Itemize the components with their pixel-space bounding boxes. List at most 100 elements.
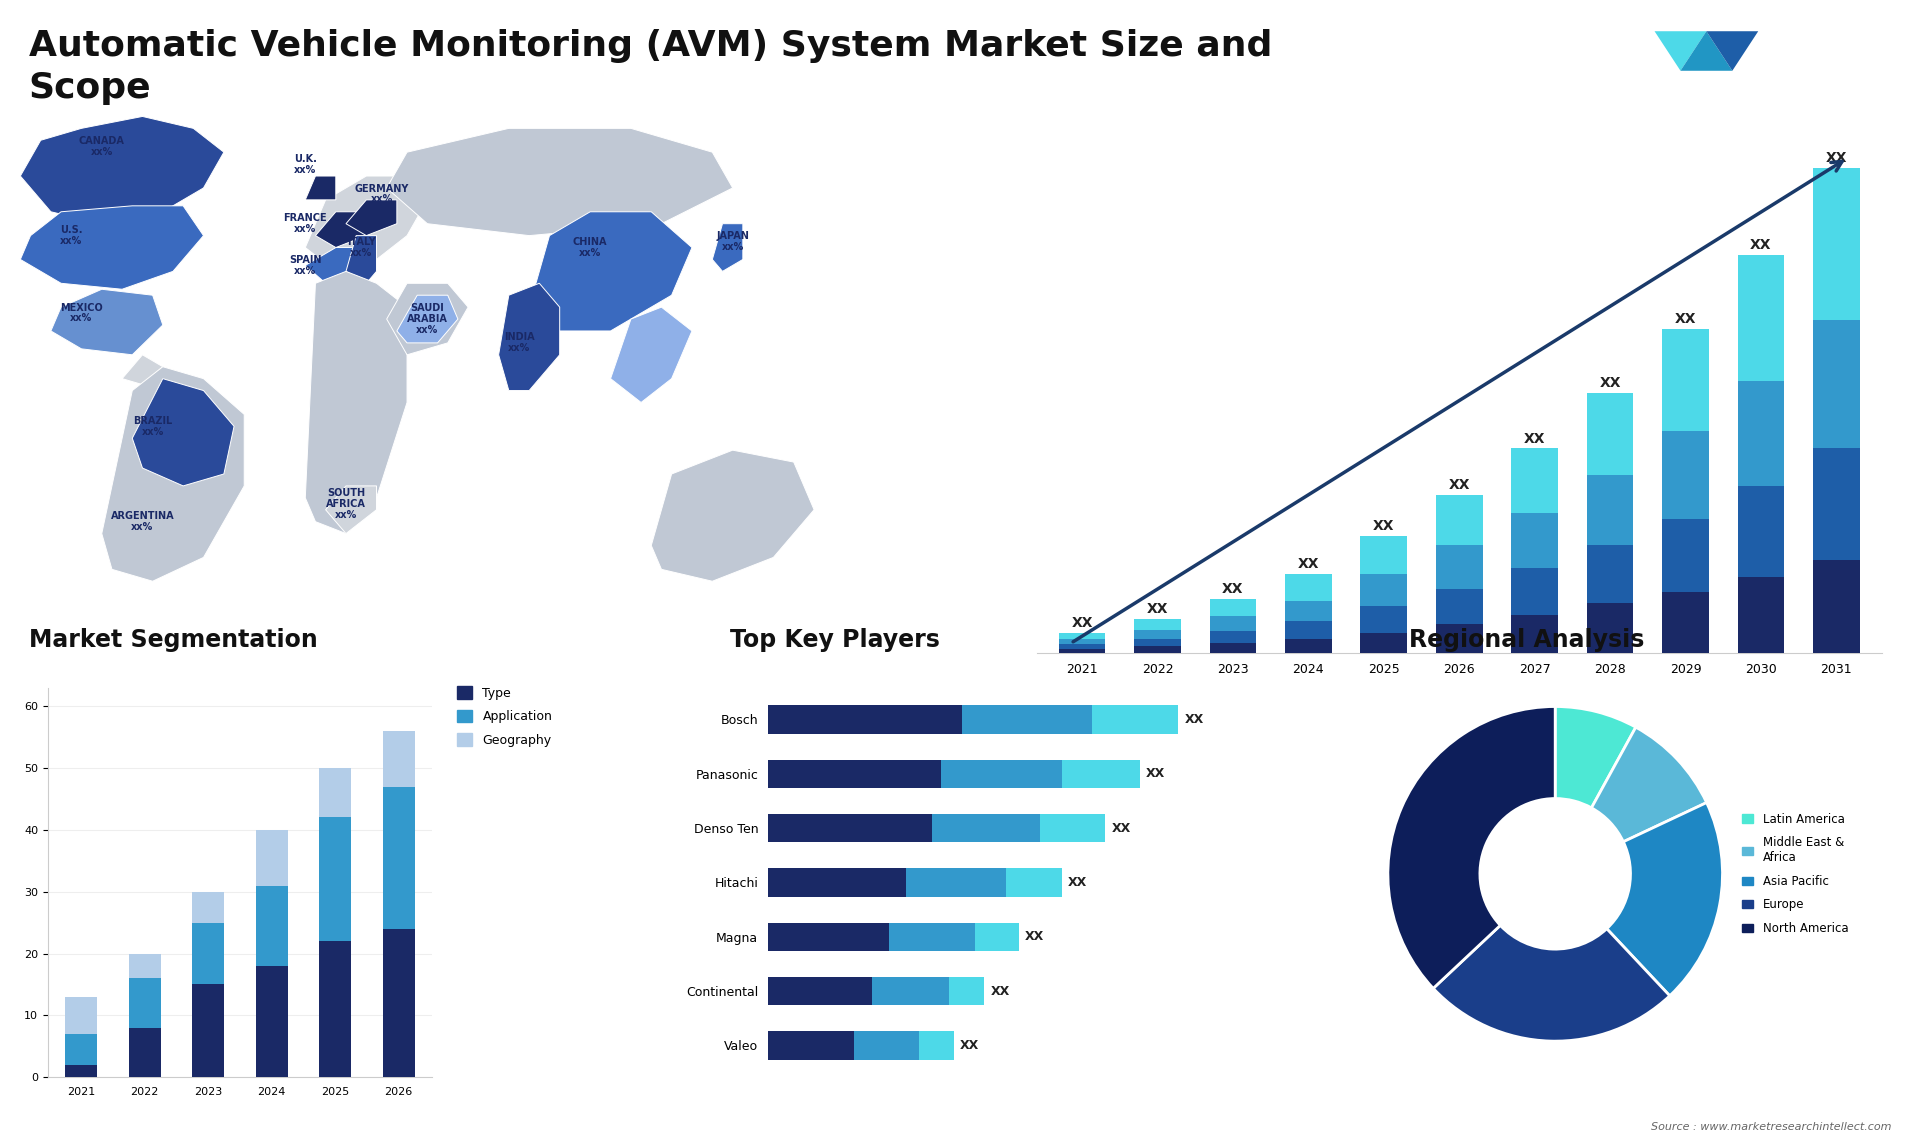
Bar [1135, 619, 1181, 630]
Bar [948, 976, 985, 1005]
Bar [1436, 495, 1482, 545]
Text: Top Key Players: Top Key Players [730, 628, 939, 652]
Wedge shape [1555, 706, 1636, 808]
Bar [1058, 649, 1106, 653]
Bar [962, 705, 1092, 733]
Polygon shape [346, 236, 376, 283]
Bar [1812, 559, 1860, 653]
Text: Automatic Vehicle Monitoring (AVM) System Market Size and
Scope: Automatic Vehicle Monitoring (AVM) Syste… [29, 29, 1273, 104]
Polygon shape [651, 450, 814, 581]
Bar [1135, 639, 1181, 646]
Bar [768, 923, 889, 951]
Text: XX: XX [1025, 931, 1044, 943]
Bar [1436, 545, 1482, 589]
Bar [1812, 320, 1860, 448]
Wedge shape [1388, 706, 1555, 988]
Bar [255, 966, 288, 1077]
Text: XX: XX [1826, 151, 1847, 165]
Text: XX: XX [1448, 478, 1471, 493]
Bar [1663, 329, 1709, 431]
Wedge shape [1607, 802, 1722, 996]
Text: INDIA
xx%: INDIA xx% [503, 332, 534, 353]
Text: MARKET: MARKET [1784, 36, 1830, 46]
Text: SPAIN
xx%: SPAIN xx% [290, 256, 321, 276]
Bar [975, 923, 1018, 951]
Bar [319, 941, 351, 1077]
Bar [192, 923, 225, 984]
Bar [382, 928, 415, 1077]
Polygon shape [50, 289, 163, 355]
Bar [319, 768, 351, 817]
Polygon shape [1680, 31, 1732, 71]
Bar [1092, 705, 1179, 733]
Polygon shape [530, 212, 691, 331]
Bar [1058, 644, 1106, 649]
Polygon shape [1707, 31, 1759, 71]
Bar [768, 976, 872, 1005]
Bar [768, 814, 933, 842]
Polygon shape [305, 248, 367, 283]
Polygon shape [611, 307, 691, 402]
Text: XX: XX [960, 1039, 979, 1052]
Bar [1663, 519, 1709, 591]
Bar [1062, 760, 1140, 788]
Bar [382, 731, 415, 786]
Bar [889, 923, 975, 951]
Wedge shape [1432, 925, 1670, 1041]
Text: XX: XX [1599, 376, 1620, 390]
Text: XX: XX [1146, 768, 1165, 780]
Text: JAPAN
xx%: JAPAN xx% [716, 231, 749, 252]
Bar [1663, 591, 1709, 653]
Bar [1361, 606, 1407, 633]
Text: XX: XX [1524, 432, 1546, 446]
Bar [1738, 487, 1784, 578]
Bar [1058, 639, 1106, 644]
Bar [1284, 574, 1332, 601]
Bar [872, 976, 948, 1005]
Bar [920, 1031, 954, 1060]
Text: U.S.
xx%: U.S. xx% [60, 226, 83, 246]
Text: U.K.
xx%: U.K. xx% [294, 154, 317, 174]
Bar [1041, 814, 1106, 842]
Polygon shape [21, 117, 225, 223]
Bar [1511, 448, 1557, 512]
Text: XX: XX [1674, 312, 1695, 325]
Text: RESEARCH: RESEARCH [1784, 55, 1843, 65]
Text: XX: XX [1751, 238, 1772, 252]
Bar [382, 786, 415, 928]
Bar [1586, 604, 1634, 653]
Polygon shape [305, 272, 407, 534]
Polygon shape [712, 223, 743, 272]
Text: XX: XX [1146, 602, 1167, 615]
Bar [1812, 167, 1860, 320]
Text: SOUTH
AFRICA
xx%: SOUTH AFRICA xx% [326, 488, 367, 519]
Bar [1058, 634, 1106, 639]
Bar [1436, 623, 1482, 653]
Bar [854, 1031, 920, 1060]
Bar [255, 886, 288, 966]
Bar [1586, 545, 1634, 604]
Text: CANADA
xx%: CANADA xx% [79, 136, 125, 157]
Legend: Latin America, Middle East &
Africa, Asia Pacific, Europe, North America: Latin America, Middle East & Africa, Asi… [1738, 808, 1853, 940]
Text: XX: XX [1223, 582, 1244, 596]
Bar [1361, 536, 1407, 574]
Polygon shape [102, 367, 244, 581]
Bar [192, 892, 225, 923]
Polygon shape [305, 176, 336, 199]
Polygon shape [21, 206, 204, 289]
Text: XX: XX [1112, 822, 1131, 834]
Text: XX: XX [991, 984, 1010, 997]
Bar [1135, 646, 1181, 653]
Legend: Type, Application, Geography: Type, Application, Geography [457, 686, 553, 747]
Bar [941, 760, 1062, 788]
Bar [768, 869, 906, 896]
Bar [1006, 869, 1062, 896]
Bar [255, 830, 288, 886]
Text: CHINA
xx%: CHINA xx% [572, 237, 607, 258]
Wedge shape [1592, 728, 1707, 842]
Bar [1738, 256, 1784, 382]
Bar [1436, 589, 1482, 623]
Bar [1210, 617, 1256, 631]
Bar [1210, 643, 1256, 653]
Bar [1210, 599, 1256, 617]
